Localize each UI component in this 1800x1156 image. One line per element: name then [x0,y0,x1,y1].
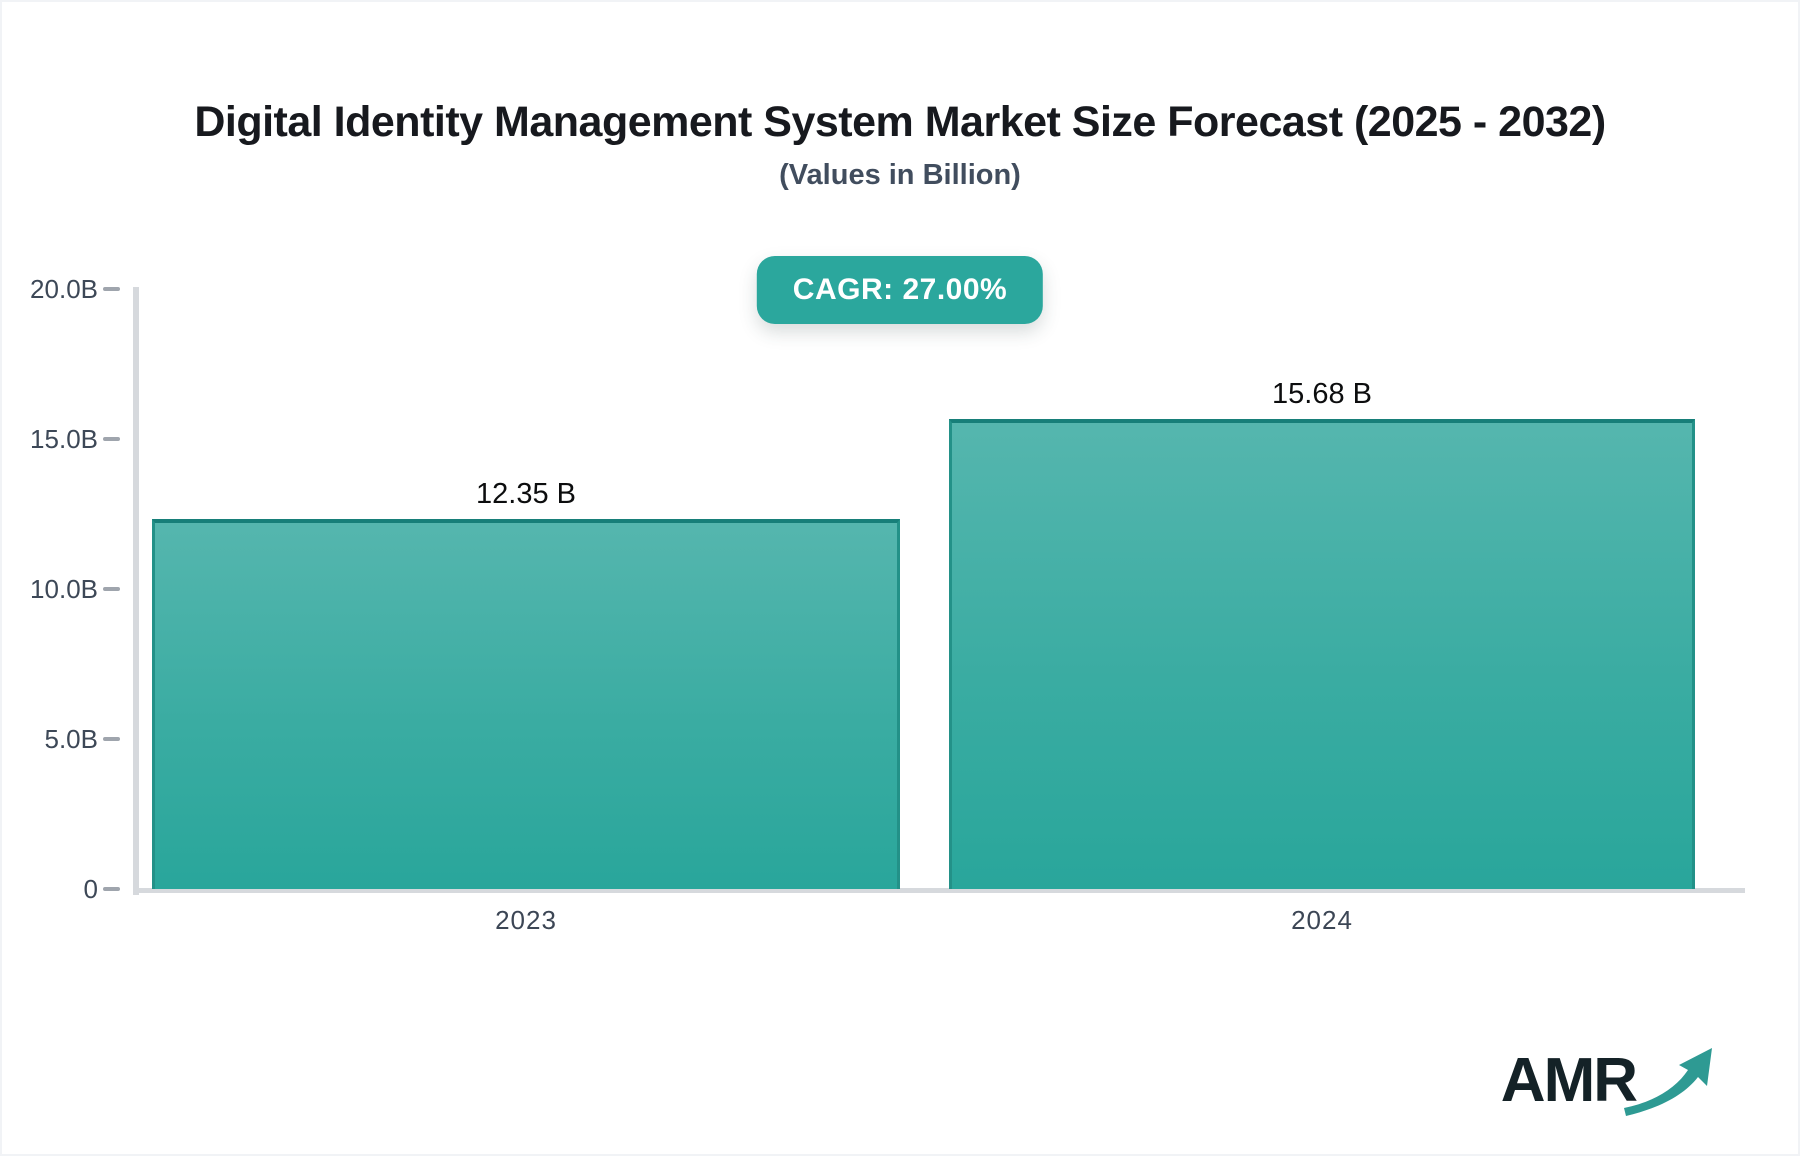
trending-up-arrow-icon [1624,1048,1712,1116]
bar-value-label: 12.35 B [476,477,576,510]
bar-2023 [152,518,900,889]
bar-2024 [949,418,1695,889]
y-axis-tick-label: 5.0B [44,724,99,754]
y-axis-tick-label: 20.0B [30,274,98,304]
x-axis-baseline [133,888,1745,893]
y-axis-tick-mark [103,437,120,441]
y-axis-tick-mark [103,887,120,891]
amr-logo-text: AMR [1500,1046,1638,1115]
x-axis-category-label: 2024 [1291,905,1353,935]
y-axis-line [133,287,139,895]
y-axis-tick-mark [103,287,120,291]
chart-header: Digital Identity Management System Marke… [2,98,1798,192]
y-axis-tick-label: 10.0B [30,574,98,604]
amr-logo: AMR [1500,1046,1714,1116]
y-axis-tick-mark [103,587,120,591]
y-axis-tick-label: 0 [83,874,98,904]
chart-subtitle: (Values in Billion) [779,159,1021,191]
bar-value-label: 15.68 B [1272,377,1372,410]
cagr-badge: CAGR: 27.00% [756,256,1044,324]
y-axis-tick-mark [103,737,120,741]
chart-title: Digital Identity Management System Marke… [194,98,1606,146]
x-axis-category-label: 2023 [495,905,557,935]
y-axis-tick-label: 15.0B [30,424,98,454]
